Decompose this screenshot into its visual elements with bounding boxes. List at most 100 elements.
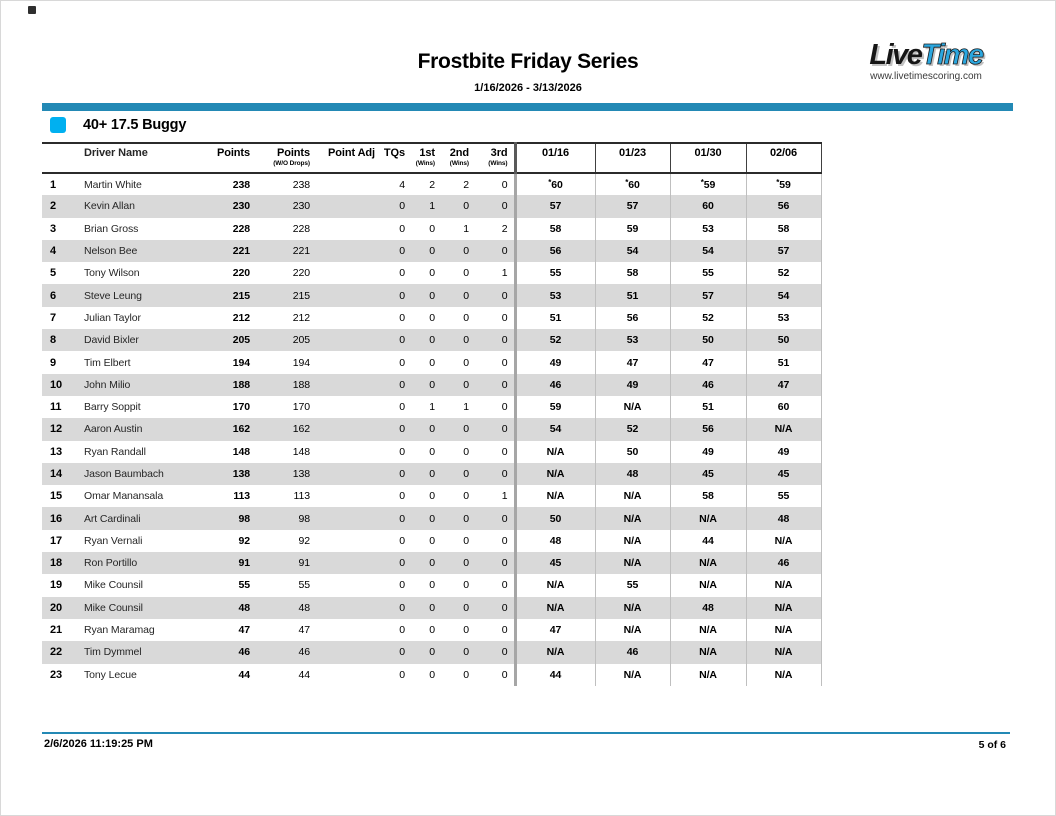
cell-point_adj: [314, 284, 379, 307]
cell-rank: 8: [42, 329, 78, 352]
table-row: 21 Ryan Maramag 47 47 0 0 0 0 47 N/A N/A N/A: [42, 618, 822, 642]
cell-r3: 46: [669, 373, 746, 396]
cell-r1: 49: [513, 351, 595, 374]
cell-tqs: 0: [379, 373, 411, 396]
table-row: 1 Martin White 238 238 4 2 2 0 *60 *60 *59 *59: [42, 173, 822, 196]
cell-third: 0: [475, 462, 515, 486]
cell-second: 0: [463, 267, 469, 280]
cell-third: 0: [501, 445, 508, 458]
cell-points: 91: [182, 552, 254, 575]
cell-third: 0: [475, 641, 515, 664]
cell-r1: 59: [513, 395, 595, 419]
cell-rank: 3: [50, 222, 57, 235]
cell-point_adj: [314, 239, 379, 263]
logo-website: www.livetimescoring.com: [870, 71, 982, 82]
cell-points_wo: 46: [254, 641, 314, 664]
cell-third: 1: [501, 490, 508, 503]
column-header-sublabel: (W/O Drops): [273, 160, 310, 167]
cell-r3: 56: [669, 418, 746, 441]
cell-second: 0: [441, 373, 475, 396]
cell-r4: 46: [745, 552, 822, 575]
cell-second: 0: [463, 356, 469, 369]
cell-driver: Brian Gross: [84, 222, 139, 235]
table-row: 3 Brian Gross 228 228 0 0 1 2 58 59 53 58: [42, 217, 822, 240]
cell-points: 194: [232, 356, 250, 369]
column-header-sublabel: (Wins): [449, 160, 469, 167]
cell-tqs: 0: [399, 356, 405, 369]
cell-third: 1: [501, 267, 508, 280]
cell-r3: 60: [669, 195, 746, 218]
cell-third: 0: [475, 596, 515, 619]
cell-r1: N/A: [513, 485, 595, 508]
cell-point_adj: [314, 485, 379, 507]
cell-r1: *60: [513, 173, 595, 196]
column-header-tqs: TQs: [379, 142, 411, 174]
cell-r3: 45: [669, 462, 746, 486]
cell-points_wo: 194: [292, 356, 310, 369]
cell-third: 0: [501, 401, 508, 414]
cell-r2: 57: [594, 195, 670, 218]
cell-third: 0: [501, 534, 508, 547]
cell-r4: 57: [745, 239, 822, 263]
cell-r1: 47: [513, 618, 595, 642]
cell-tqs: 0: [399, 267, 405, 280]
cell-driver: Barry Soppit: [84, 401, 141, 414]
cell-rank: 2: [42, 195, 78, 218]
table-row: 18 Ron Portillo 91 91 0 0 0 0 45 N/A N/A 46: [42, 552, 822, 575]
cell-rank: 23: [50, 668, 63, 681]
table-row: 12 Aaron Austin 162 162 0 0 0 0 54 52 56 N/A: [42, 418, 822, 441]
cell-second: 0: [441, 329, 475, 352]
column-header-1st-wins: 1st (Wins): [411, 142, 441, 174]
cell-rank: 12: [42, 418, 78, 441]
footer-divider: [42, 732, 1010, 734]
cell-second: 1: [463, 222, 469, 235]
cell-points: 205: [182, 329, 254, 352]
cell-tqs: 0: [399, 624, 405, 637]
cell-driver: Mike Counsil: [84, 579, 143, 592]
cell-third: 0: [475, 195, 515, 218]
cell-first: 0: [411, 284, 441, 307]
cell-driver: Julian Taylor: [84, 311, 141, 324]
cell-third: 0: [475, 284, 515, 307]
cell-r2: N/A: [594, 596, 670, 619]
cell-first: 0: [411, 418, 441, 441]
cell-r4: 53: [745, 306, 822, 330]
cell-third: 0: [501, 579, 508, 592]
cell-r3: N/A: [669, 618, 746, 642]
cell-driver: Tim Dymmel: [78, 641, 182, 664]
cell-r2: 58: [594, 262, 670, 285]
cell-first: 0: [429, 445, 435, 458]
cell-r3: 51: [669, 395, 746, 419]
table-row: 23 Tony Lecue 44 44 0 0 0 0 44 N/A N/A N/A: [42, 663, 822, 686]
cell-tqs: 0: [379, 284, 411, 307]
cell-tqs: 0: [379, 418, 411, 441]
cell-r1: 44: [513, 663, 595, 686]
cell-third: 0: [501, 624, 508, 637]
cell-points: 55: [238, 579, 251, 592]
cell-first: 0: [429, 267, 435, 280]
column-header-race-0123: 01/23: [594, 142, 670, 174]
cell-rank: 21: [50, 624, 63, 637]
cell-r4: 54: [745, 284, 822, 307]
cell-r2: N/A: [594, 529, 670, 553]
column-header-2nd-wins: 2nd (Wins): [441, 142, 475, 174]
cell-r2: 51: [594, 284, 670, 307]
cell-point_adj: [314, 441, 379, 463]
table-row: 14 Jason Baumbach 138 138 0 0 0 0 N/A 48 45 45: [42, 462, 822, 486]
cell-points_wo: 138: [254, 462, 314, 486]
cell-tqs: 0: [399, 401, 405, 414]
cell-rank: 19: [50, 579, 63, 592]
cell-r3: N/A: [669, 641, 746, 664]
cell-points: 92: [238, 534, 251, 547]
cell-r4: *59: [745, 173, 822, 196]
cell-second: 0: [463, 624, 469, 637]
cell-point_adj: [314, 329, 379, 352]
cell-point_adj: [314, 373, 379, 396]
cell-point_adj: [314, 173, 379, 195]
cell-tqs: 0: [379, 239, 411, 263]
table-row: 8 David Bixler 205 205 0 0 0 0 52 53 50 50: [42, 329, 822, 352]
cell-point_adj: [314, 507, 379, 530]
cell-second: 0: [441, 507, 475, 530]
cell-driver: John Milio: [78, 373, 182, 396]
cell-point_adj: [314, 307, 379, 329]
